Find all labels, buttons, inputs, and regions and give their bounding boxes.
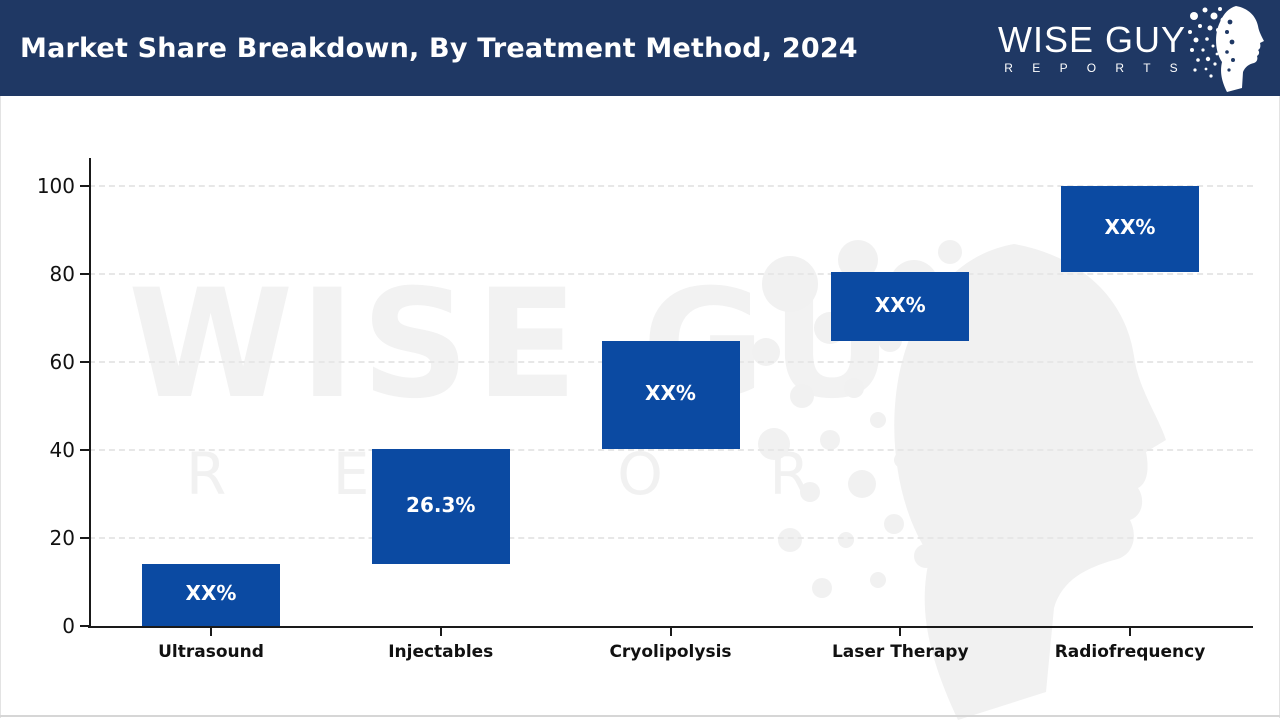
brand-logo-text: WISE GUY R E P O R T S (997, 18, 1186, 75)
x-category-label-laser-therapy: Laser Therapy (831, 642, 969, 662)
gridline-80 (89, 273, 1253, 275)
y-tick-mark-40 (80, 449, 89, 451)
brand-logo: WISE GUY R E P O R T S (998, 0, 1266, 96)
x-category-label-injectables: Injectables (388, 642, 494, 662)
chart-title: Market Share Breakdown, By Treatment Met… (20, 32, 858, 64)
bar-cryolipolysis (601, 341, 740, 449)
y-tick-mark-80 (80, 273, 89, 275)
y-tick-label-60: 60 (49, 350, 75, 374)
gridline-40 (89, 449, 1253, 451)
y-tick-mark-100 (80, 185, 89, 187)
x-axis-line (88, 626, 1253, 628)
y-tick-label-40: 40 (49, 438, 75, 462)
x-category-label-radiofrequency: Radiofrequency (1054, 642, 1206, 662)
gridline-20 (89, 537, 1253, 539)
y-tick-label-0: 0 (62, 614, 75, 638)
x-category-label-cryolipolysis: Cryolipolysis (609, 642, 732, 662)
header-bar: Market Share Breakdown, By Treatment Met… (0, 0, 1280, 96)
y-tick-label-80: 80 (49, 262, 75, 286)
bar-value-label-cryolipolysis: XX% (645, 381, 696, 405)
bar-value-label-injectables: 26.3% (406, 492, 476, 517)
x-tick-mark-cryolipolysis (669, 628, 672, 636)
y-tick-mark-0 (80, 625, 89, 627)
x-tick-mark-injectables (439, 628, 442, 636)
bar-radiofrequency (1061, 186, 1199, 273)
bar-value-label-laser-therapy: XX% (874, 292, 926, 317)
bar-value-label-ultrasound: XX% (185, 581, 237, 606)
bar-injectables (371, 448, 510, 565)
chart-plot-area: 0 20 40 60 80 100 XX% Ultrasound 26.3% Injectable… (0, 96, 1280, 718)
y-tick-mark-20 (80, 537, 89, 539)
brand-subtitle: R E P O R T S (1004, 60, 1186, 75)
bar-value-label-radiofrequency: XX% (1104, 215, 1156, 240)
x-category-label-ultrasound: Ultrasound (158, 642, 264, 662)
footer-rule (0, 715, 1280, 717)
y-tick-label-100: 100 (36, 174, 75, 198)
gridline-100 (89, 185, 1253, 187)
x-tick-mark-radiofrequency (1129, 628, 1131, 636)
x-tick-mark-ultrasound (210, 628, 212, 636)
y-tick-label-20: 20 (49, 526, 75, 550)
bar-laser-therapy (831, 272, 970, 342)
x-tick-mark-laser-therapy (899, 628, 902, 636)
brand-name: WISE GUY (997, 18, 1186, 60)
y-axis-line (89, 158, 91, 628)
y-tick-mark-60 (80, 361, 89, 363)
bar-ultrasound (142, 564, 280, 626)
brand-head-icon (1188, 6, 1264, 92)
